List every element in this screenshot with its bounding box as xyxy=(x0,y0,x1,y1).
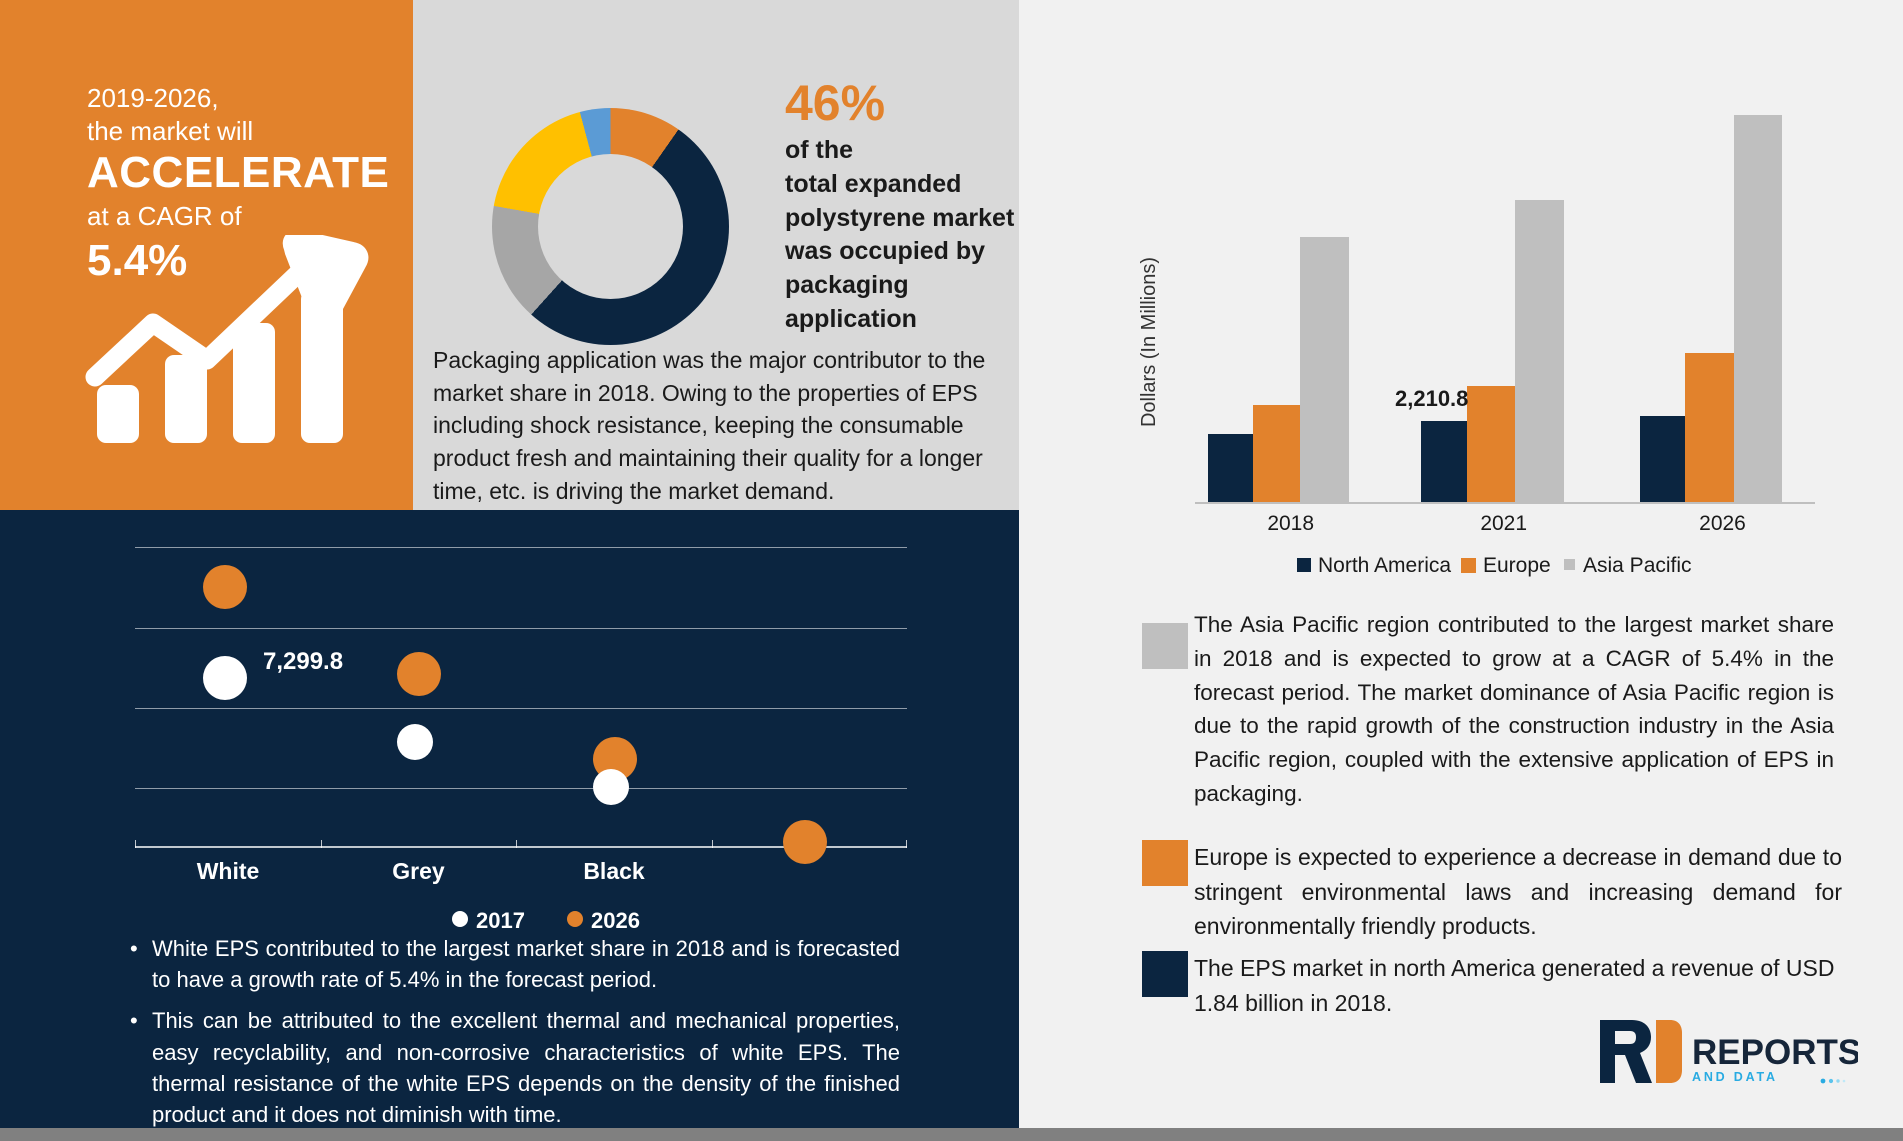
svg-text:REPORTS: REPORTS xyxy=(1692,1033,1858,1072)
svg-text:AND DATA: AND DATA xyxy=(1692,1070,1778,1084)
